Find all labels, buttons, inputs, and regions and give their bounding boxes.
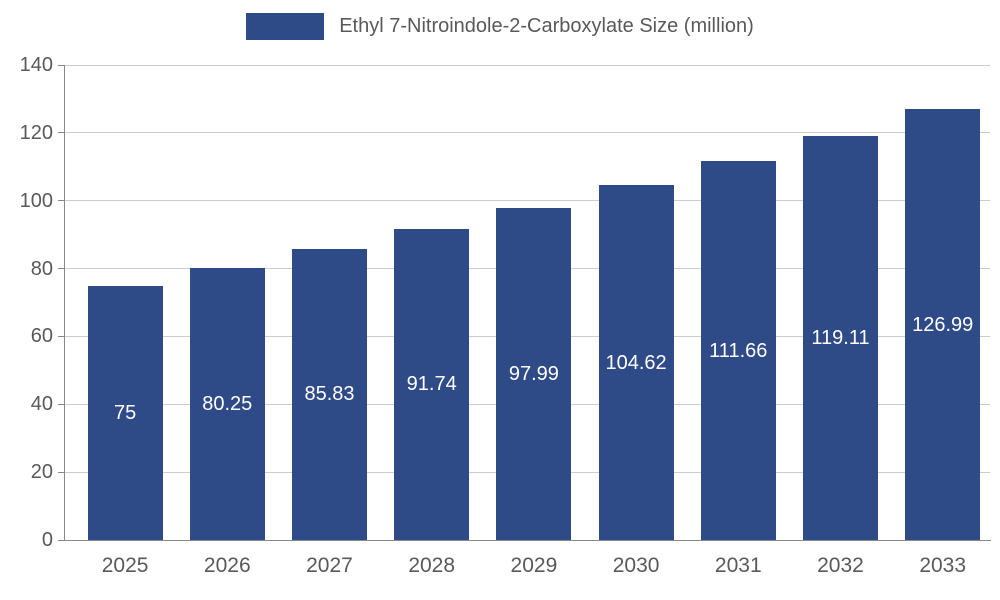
y-axis-tick <box>58 403 64 405</box>
x-axis-tick-label: 2027 <box>306 554 353 577</box>
x-axis-tick-label: 2028 <box>408 554 456 577</box>
bar-2032 <box>803 135 878 540</box>
bar-2029 <box>496 207 572 540</box>
bar-value-label: 104.62 <box>605 351 667 374</box>
x-axis-tick-label: 2031 <box>714 554 762 577</box>
bar-2026 <box>189 267 265 540</box>
bar-2033 <box>905 109 981 540</box>
bar-value-label: 119.11 <box>811 326 870 349</box>
x-axis-tick-label: 2029 <box>510 554 558 577</box>
bar-2028 <box>394 228 470 540</box>
grid-line <box>65 64 990 66</box>
bar-value-label: 75 <box>113 401 137 424</box>
bar-value-label: 111.66 <box>709 339 768 362</box>
x-axis-line <box>64 540 991 541</box>
y-axis-tick-label: 60 <box>30 325 53 348</box>
y-axis-tick <box>58 132 64 134</box>
y-axis-tick <box>58 471 64 473</box>
bar-2030 <box>598 185 674 540</box>
y-axis-tick-label: 120 <box>19 121 53 144</box>
y-axis-tick <box>58 335 64 337</box>
y-axis-tick <box>58 539 64 541</box>
y-axis-tick-label: 40 <box>30 393 53 416</box>
y-axis-tick-label: 80 <box>30 257 53 280</box>
y-axis-tick <box>58 200 64 202</box>
legend-label: Ethyl 7-Nitroindole-2-Carboxylate Size (… <box>339 15 754 37</box>
grid-line <box>65 132 990 134</box>
x-axis-tick-label: 2025 <box>101 554 149 577</box>
legend[interactable]: Ethyl 7-Nitroindole-2-Carboxylate Size (… <box>0 13 1000 40</box>
y-axis-tick-label: 0 <box>41 529 53 551</box>
x-axis-tick-label: 2026 <box>203 554 251 577</box>
y-axis-tick <box>58 64 64 66</box>
bar-2031 <box>700 161 776 540</box>
x-axis-tick-label: 2033 <box>919 554 967 577</box>
bar-value-label: 97.99 <box>508 362 559 385</box>
bar-value-label: 85.83 <box>304 383 355 406</box>
y-axis-tick <box>58 268 64 270</box>
bar-value-label: 91.74 <box>406 373 457 396</box>
bar-value-label: 80.25 <box>202 392 253 415</box>
bar-2027 <box>292 248 367 540</box>
y-axis-tick-label: 140 <box>19 54 53 76</box>
y-axis-line <box>64 65 65 541</box>
bar-2025 <box>87 285 163 540</box>
bar-value-label: 126.99 <box>912 313 974 336</box>
y-axis-tick-label: 20 <box>30 461 53 484</box>
x-axis-tick-label: 2032 <box>817 554 864 577</box>
x-axis-tick-label: 2030 <box>612 554 660 577</box>
legend-swatch <box>246 13 325 40</box>
grid-line <box>65 200 990 202</box>
y-axis-tick-label: 100 <box>19 189 53 212</box>
